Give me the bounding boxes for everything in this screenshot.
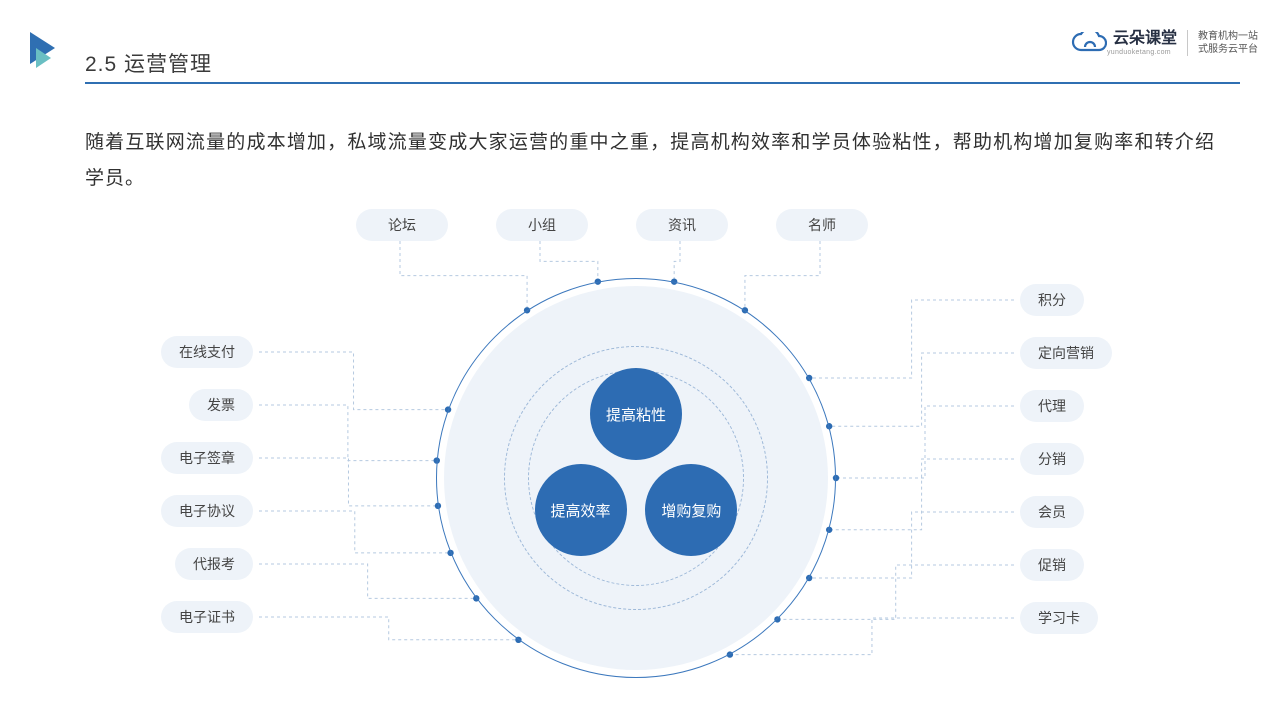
pill-promo: 促销 <box>1020 549 1084 581</box>
pill-agent: 代理 <box>1020 390 1084 422</box>
pill-distrib: 分销 <box>1020 443 1084 475</box>
pill-points: 积分 <box>1020 284 1084 316</box>
hub-efficiency: 提高效率 <box>535 464 627 556</box>
pill-targetmkt: 定向营销 <box>1020 337 1112 369</box>
pill-news: 资讯 <box>636 209 728 241</box>
pill-pay: 在线支付 <box>161 336 253 368</box>
pill-teacher: 名师 <box>776 209 868 241</box>
pill-invoice: 发票 <box>189 389 253 421</box>
operations-diagram: 提高粘性提高效率增购复购 论坛 小组 资讯 名师在线支付发票电子签章电子协议代报考电子证… <box>0 0 1280 720</box>
pill-esign: 电子签章 <box>161 442 253 474</box>
pill-group: 小组 <box>496 209 588 241</box>
pill-ecert: 电子证书 <box>161 601 253 633</box>
pill-studycard: 学习卡 <box>1020 602 1098 634</box>
pill-proxyexam: 代报考 <box>175 548 253 580</box>
hub-repurchase: 增购复购 <box>645 464 737 556</box>
hub-stickiness: 提高粘性 <box>590 368 682 460</box>
pill-eagree: 电子协议 <box>161 495 253 527</box>
pill-member: 会员 <box>1020 496 1084 528</box>
pill-forum: 论坛 <box>356 209 448 241</box>
